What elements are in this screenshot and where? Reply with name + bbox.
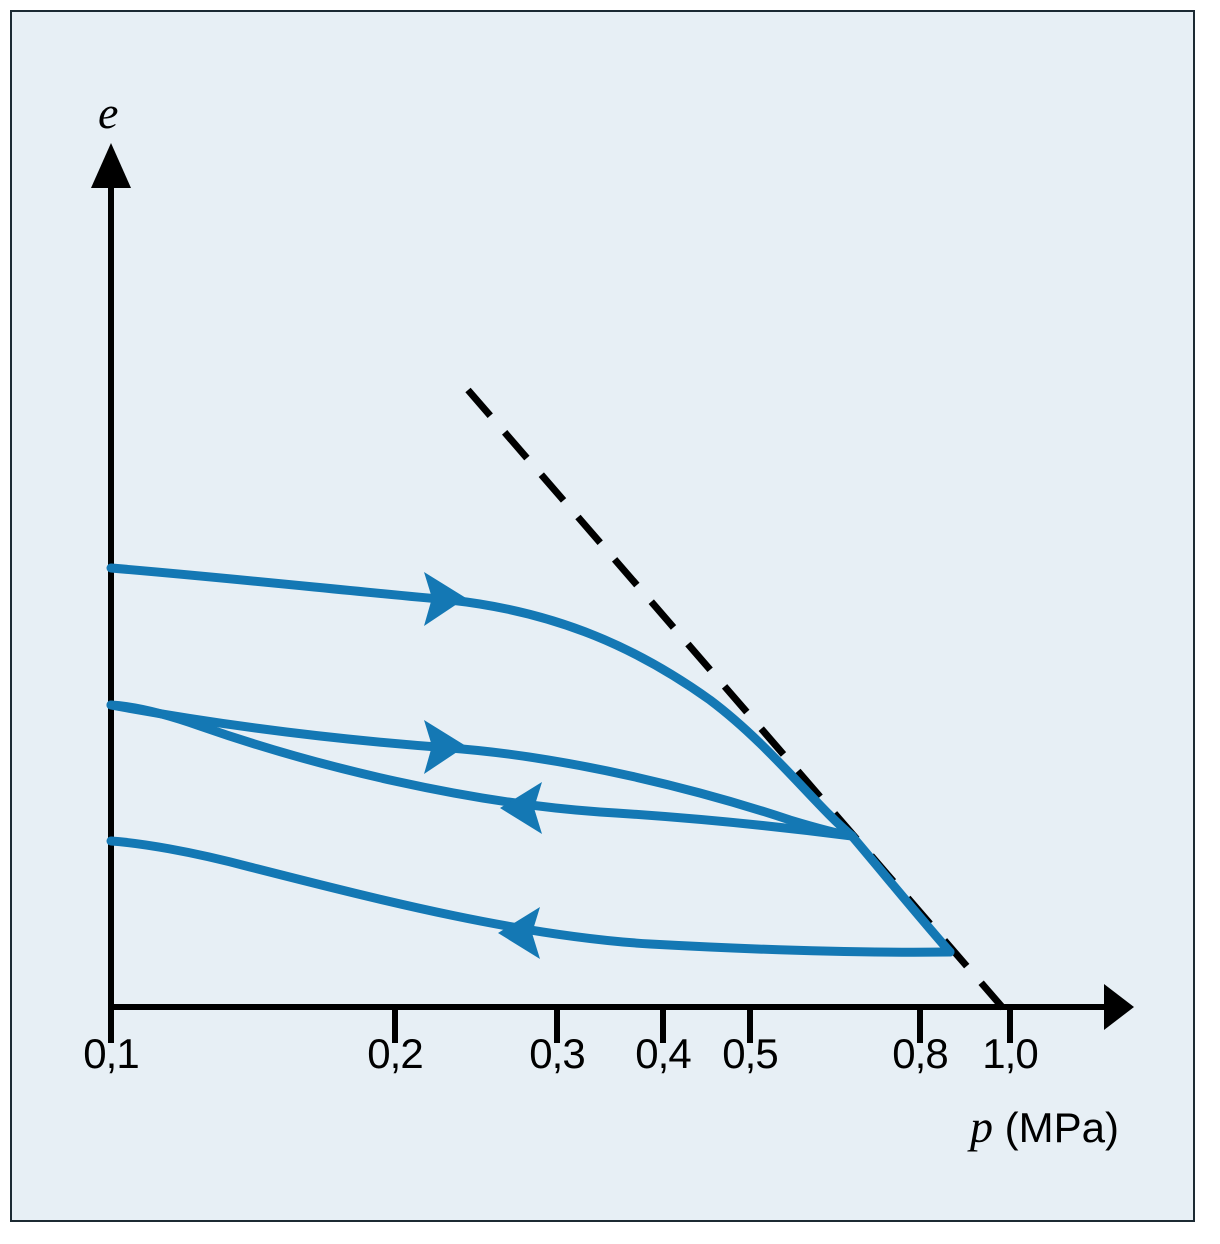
x-axis — [111, 984, 1134, 1030]
arrow-lower-left-icon — [498, 907, 540, 959]
arrow-upper-right-icon — [424, 572, 466, 626]
xtick-label-5: 0,8 — [892, 1030, 948, 1077]
x-axis-title: p (MPa) — [970, 1100, 1119, 1153]
lower-unloading-curve — [106, 836, 955, 957]
xtick-label-2: 0,3 — [529, 1030, 585, 1077]
x-axis-symbol: p — [970, 1101, 993, 1152]
y-axis — [91, 143, 131, 1008]
xtick-label-3: 0,4 — [635, 1030, 691, 1077]
middle-loading-curve — [106, 700, 857, 841]
figure-frame — [10, 10, 1195, 1222]
arrow-middle-right-icon — [424, 720, 466, 774]
xtick-label-1: 0,2 — [367, 1030, 423, 1077]
lower-branch-to-vcl — [847, 831, 955, 957]
middle-unloading-curve — [106, 700, 857, 841]
xtick-label-6: 1,0 — [982, 1030, 1038, 1077]
xtick-label-4: 0,5 — [722, 1030, 778, 1077]
upper-loading-curve — [106, 563, 857, 841]
x-axis-unit: (MPa) — [1004, 1104, 1120, 1151]
xtick-label-0: 0,1 — [83, 1030, 139, 1077]
arrow-middle-left-icon — [500, 782, 542, 834]
y-axis-title: e — [98, 87, 119, 138]
x-axis-ticks — [108, 1007, 1013, 1043]
